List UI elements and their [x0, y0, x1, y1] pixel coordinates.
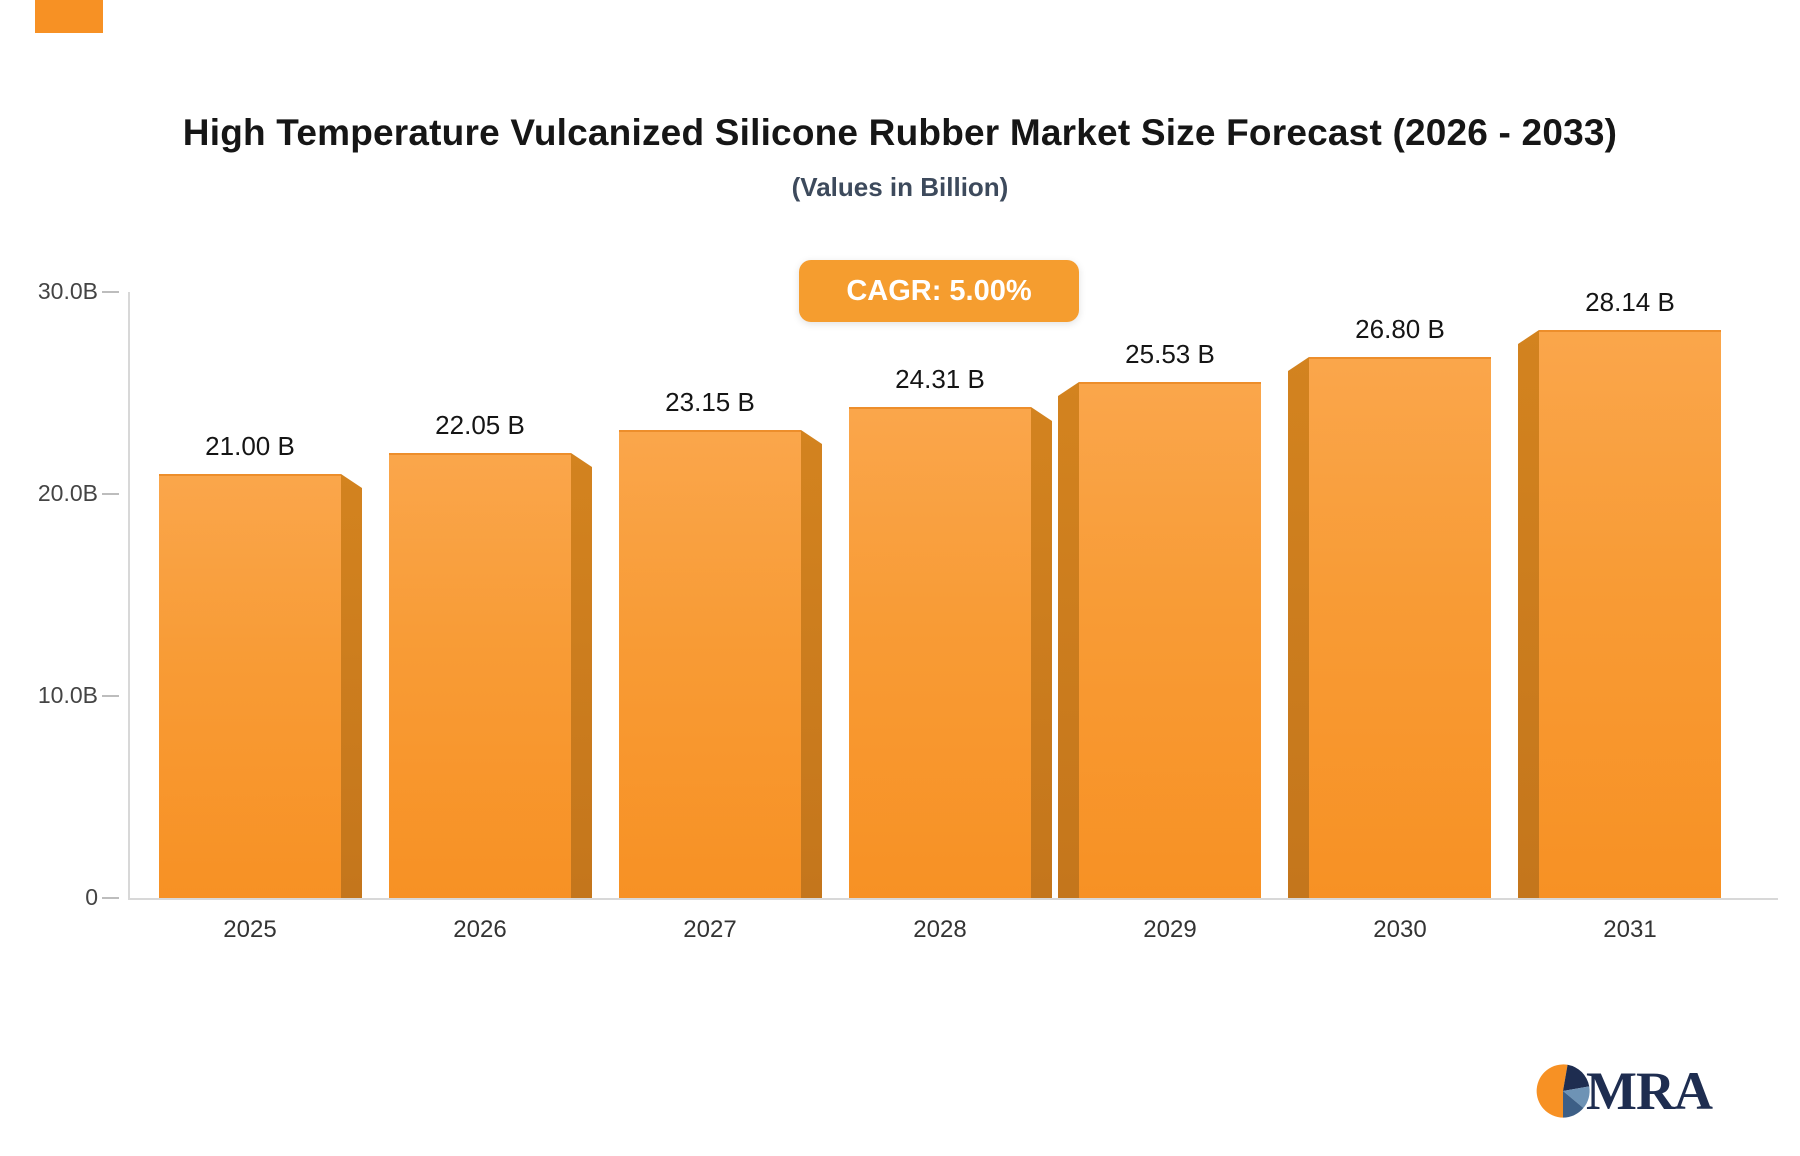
bar-value-label: 26.80 B	[1355, 314, 1445, 344]
x-axis-label: 2028	[913, 916, 967, 943]
bar-value-label: 24.31 B	[895, 364, 985, 394]
y-axis-tick	[102, 493, 119, 495]
bar-side	[1288, 357, 1309, 898]
logo: MRA	[1534, 1060, 1713, 1122]
bar	[389, 453, 571, 898]
bar	[1539, 330, 1721, 898]
bar	[619, 430, 801, 898]
bar-side	[1031, 407, 1052, 898]
y-axis-tick-label: 0	[85, 884, 98, 910]
bar	[1309, 357, 1491, 898]
y-axis-tick	[102, 291, 119, 293]
x-axis-label: 2025	[223, 916, 277, 943]
corner-accent	[35, 0, 103, 33]
bar-side	[1518, 330, 1539, 898]
x-axis-label: 2026	[453, 916, 507, 943]
bar-value-label: 28.14 B	[1585, 287, 1675, 317]
y-axis-tick-label: 10.0B	[37, 682, 98, 708]
y-axis-tick-label: 30.0B	[37, 278, 98, 304]
x-axis-label: 2031	[1603, 916, 1657, 943]
bar-value-label: 21.00 B	[205, 431, 295, 461]
bar-value-label: 23.15 B	[665, 387, 755, 417]
bar-side	[571, 453, 592, 898]
bar-side	[1058, 382, 1079, 898]
bar	[1079, 382, 1261, 898]
y-axis-tick	[102, 897, 119, 899]
x-axis-label: 2027	[683, 916, 737, 943]
bar-side	[341, 474, 362, 898]
cagr-badge: CAGR: 5.00%	[799, 260, 1079, 322]
y-axis-tick-label: 20.0B	[37, 480, 98, 506]
bar-side	[801, 430, 822, 898]
chart-subtitle: (Values in Billion)	[791, 172, 1009, 202]
x-axis-label: 2029	[1143, 916, 1197, 943]
bar	[849, 407, 1031, 898]
chart-title: High Temperature Vulcanized Silicone Rub…	[182, 112, 1618, 153]
bar-value-label: 22.05 B	[435, 410, 525, 440]
x-axis-label: 2030	[1373, 916, 1427, 943]
logo-text: MRA	[1586, 1061, 1713, 1121]
bar	[159, 474, 341, 898]
bar-value-label: 25.53 B	[1125, 339, 1215, 369]
y-axis-tick	[102, 695, 119, 697]
logo-pie-icon	[1536, 1064, 1590, 1118]
plot-area: 0 10.0B 20.0B 30.0B 21.00 B 2025 22.05 B 2026 23…	[38, 278, 1778, 943]
